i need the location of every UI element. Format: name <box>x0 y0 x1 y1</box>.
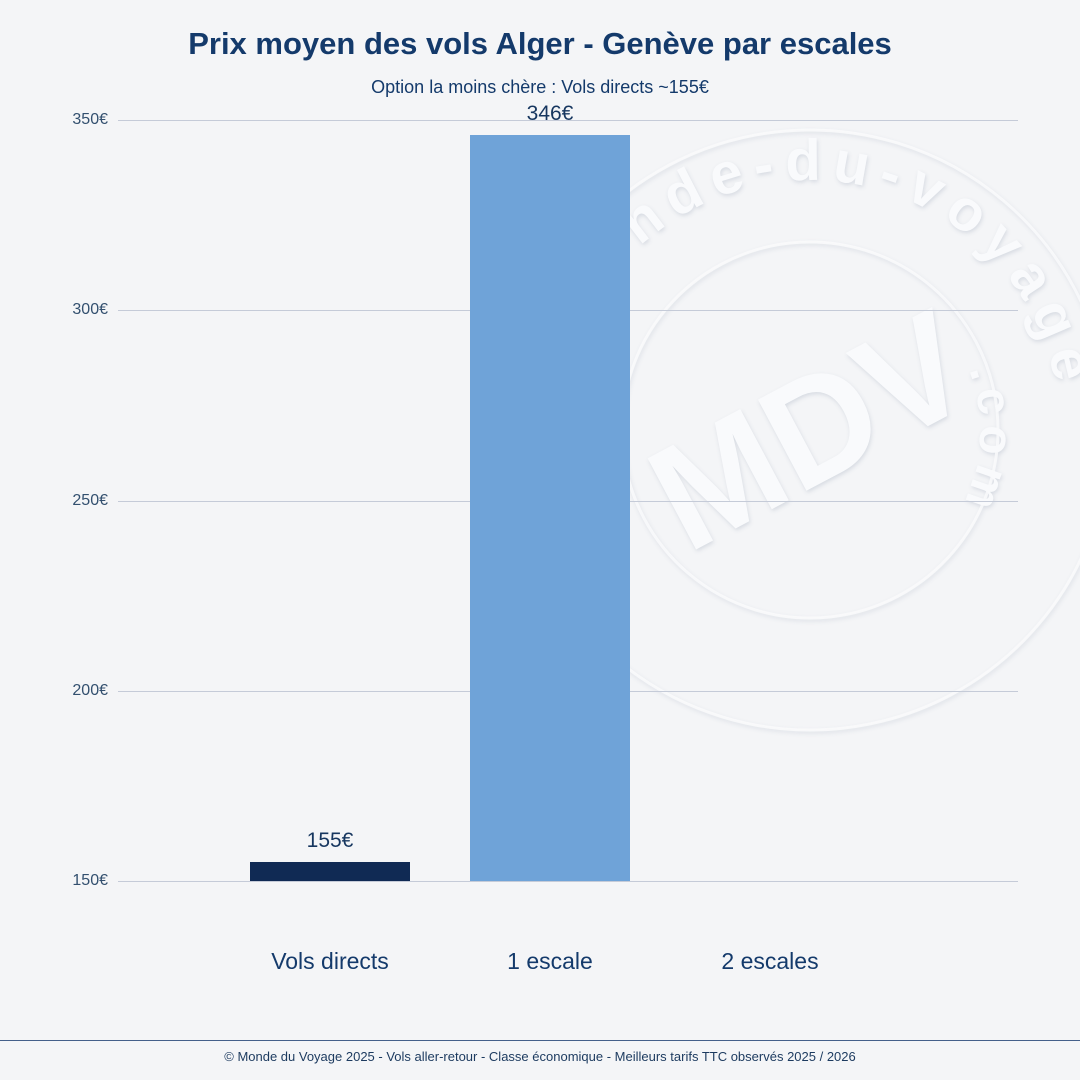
y-tick-label-250: 250€ <box>72 491 108 509</box>
chart-title: Prix moyen des vols Alger - Genève par e… <box>188 26 892 61</box>
gridline-150 <box>118 881 1018 882</box>
watermark-inner-ring <box>620 240 1000 620</box>
footer-text: © Monde du Voyage 2025 - Vols aller-reto… <box>224 1049 856 1064</box>
value-label-vols-directs: 155€ <box>306 828 354 852</box>
y-tick-label-150: 150€ <box>72 872 108 889</box>
x-tick-label-2-escales: 2 escales <box>721 948 819 974</box>
x-tick-label-1-escale: 1 escale <box>507 948 593 974</box>
bar-vols-directs <box>250 861 410 881</box>
y-tick-label-350: 350€ <box>72 111 108 128</box>
y-tick-label-200: 200€ <box>72 681 108 699</box>
chart-subtitle: Option la moins chère : Vols directs ~15… <box>371 77 709 97</box>
y-tick-label-300: 300€ <box>72 301 108 319</box>
value-label-1-escale: 346€ <box>526 102 574 126</box>
footer-divider <box>0 1040 1080 1041</box>
bar-1-escale <box>470 135 630 881</box>
x-tick-label-vols-directs: Vols directs <box>271 948 389 974</box>
gridline-350 <box>118 120 1018 121</box>
